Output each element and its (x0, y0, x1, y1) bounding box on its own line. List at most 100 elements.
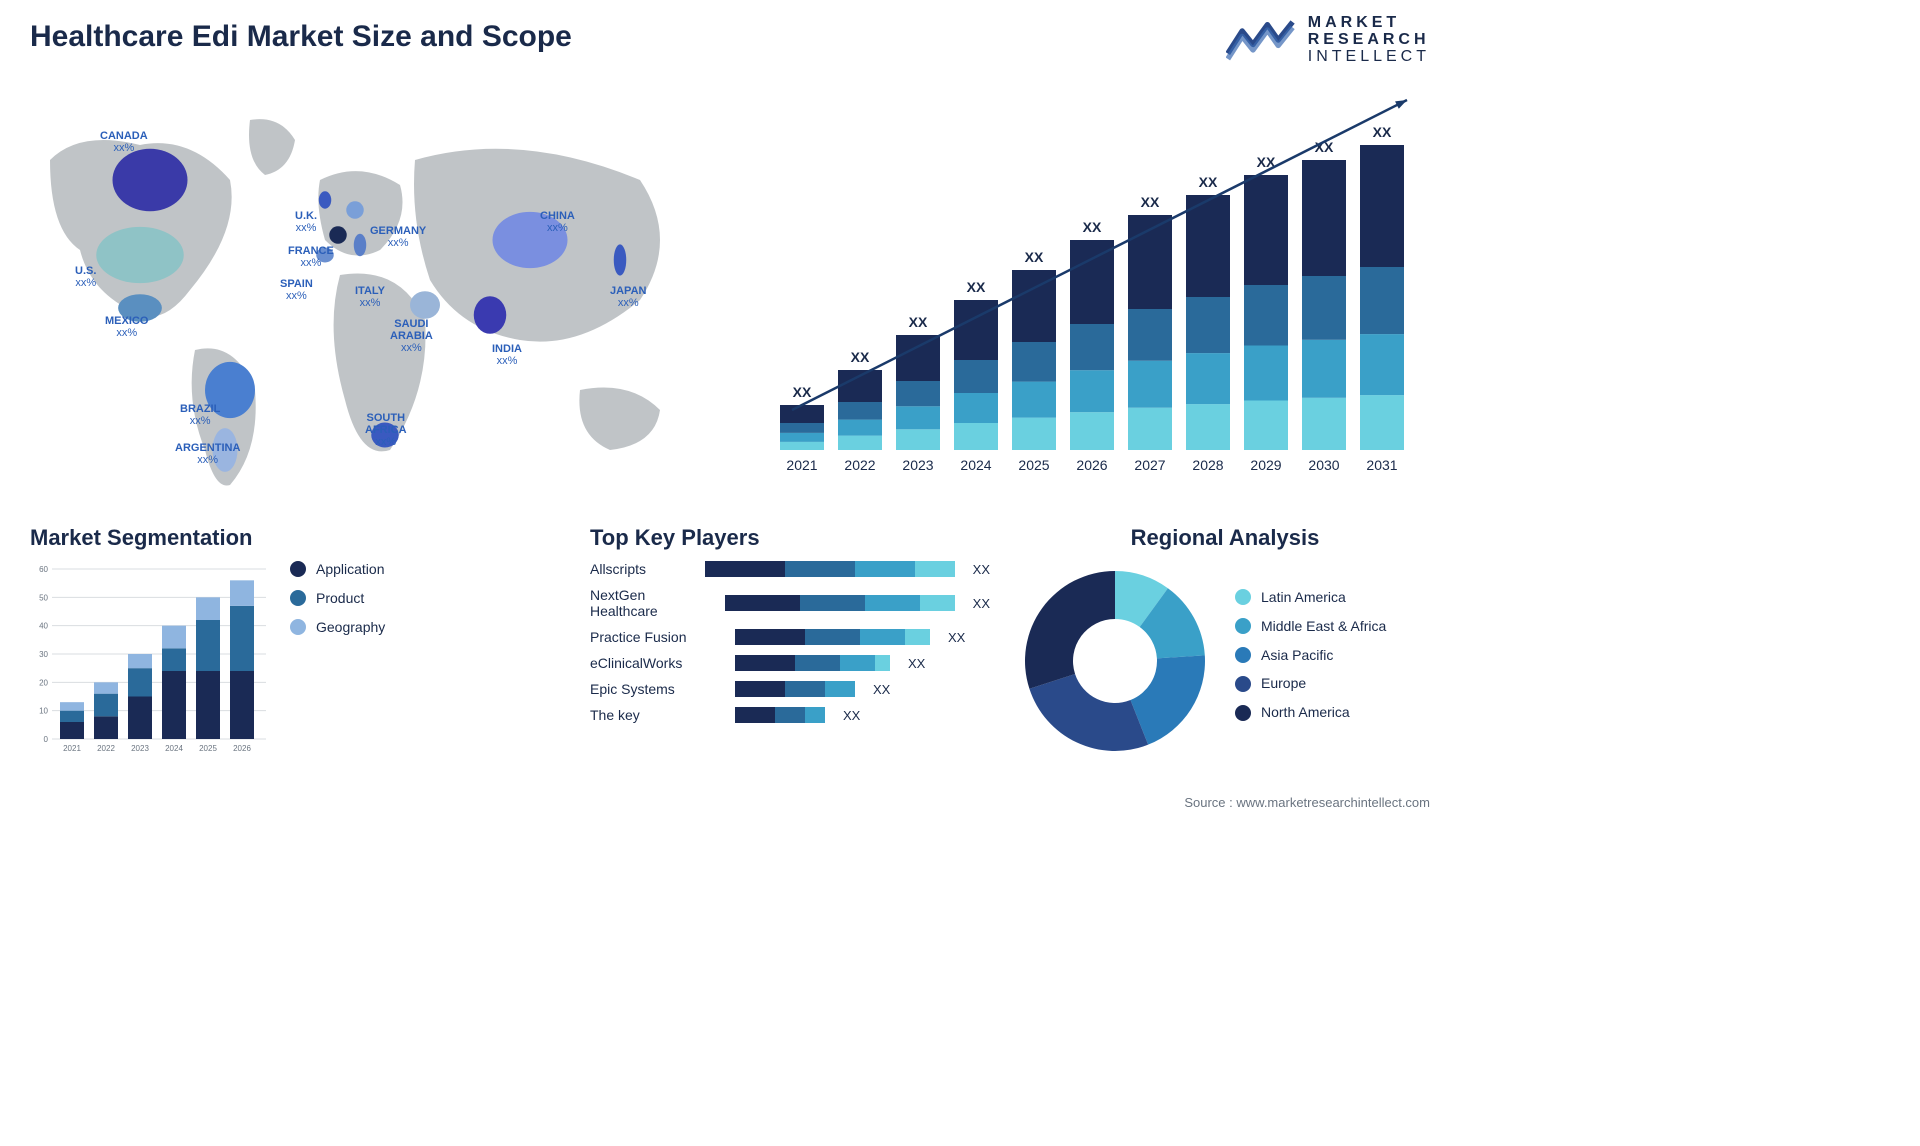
segmentation-chart-svg: 0 10 20 30 40 50 60 2021 2022 2023 2024 2025 2026 (30, 561, 270, 761)
key-player-value: XX (948, 630, 965, 645)
key-player-bar (735, 629, 930, 645)
svg-text:XX: XX (1083, 219, 1102, 235)
map-label: GERMANYxx% (370, 225, 426, 249)
svg-text:XX: XX (909, 314, 928, 330)
svg-text:2022: 2022 (844, 457, 875, 473)
map-label: BRAZILxx% (180, 403, 220, 427)
map-label: CANADAxx% (100, 130, 148, 154)
key-player-row: The key XX (590, 707, 990, 723)
legend-item: Application (290, 561, 385, 578)
legend-item: Latin America (1235, 589, 1386, 606)
key-player-label: Epic Systems (590, 681, 725, 697)
svg-text:2025: 2025 (1018, 457, 1049, 473)
key-player-bar (735, 655, 890, 671)
key-player-label: NextGen Healthcare (590, 587, 715, 619)
svg-text:20: 20 (39, 678, 48, 687)
svg-text:2024: 2024 (960, 457, 991, 473)
svg-text:2026: 2026 (1076, 457, 1107, 473)
svg-text:2025: 2025 (199, 744, 217, 753)
legend-item: Product (290, 590, 385, 607)
svg-text:2026: 2026 (233, 744, 251, 753)
legend-item: Asia Pacific (1235, 647, 1386, 664)
legend-item: Europe (1235, 675, 1386, 692)
logo-icon (1226, 15, 1298, 65)
page-title: Healthcare Edi Market Size and Scope (30, 20, 572, 54)
svg-text:2024: 2024 (165, 744, 183, 753)
key-players-list: Allscripts XX NextGen Healthcare XX Practice… (590, 561, 990, 723)
svg-text:XX: XX (1025, 249, 1044, 265)
svg-text:XX: XX (793, 384, 812, 400)
key-player-bar (735, 681, 855, 697)
key-player-row: eClinicalWorks XX (590, 655, 990, 671)
svg-text:2023: 2023 (131, 744, 149, 753)
map-label: SPAINxx% (280, 278, 313, 302)
logo-line-2: RESEARCH (1308, 32, 1430, 49)
svg-text:2022: 2022 (97, 744, 115, 753)
svg-text:2030: 2030 (1308, 457, 1339, 473)
map-label: MEXICOxx% (105, 315, 148, 339)
svg-text:2028: 2028 (1192, 457, 1223, 473)
regional-panel: Regional Analysis Latin America Middle Ea… (1015, 525, 1435, 775)
legend-item: North America (1235, 704, 1386, 721)
segmentation-title: Market Segmentation (30, 525, 450, 551)
svg-text:2031: 2031 (1366, 457, 1397, 473)
svg-text:2021: 2021 (786, 457, 817, 473)
logo-line-1: MARKET (1308, 15, 1430, 32)
brand-logo: MARKET RESEARCH INTELLECT (1226, 15, 1430, 65)
key-player-label: eClinicalWorks (590, 655, 725, 671)
map-label: FRANCExx% (288, 245, 334, 269)
key-player-label: The key (590, 707, 725, 723)
growth-chart-panel: XX 2021 XX 2022 XX 2023 XX 2024 XX 2025 XX 2026 XX 20… (760, 90, 1430, 485)
svg-text:2023: 2023 (902, 457, 933, 473)
map-label: INDIAxx% (492, 343, 522, 367)
svg-text:2021: 2021 (63, 744, 81, 753)
map-label: JAPANxx% (610, 285, 646, 309)
key-player-label: Allscripts (590, 561, 695, 577)
key-player-row: Allscripts XX (590, 561, 990, 577)
logo-line-3: INTELLECT (1308, 49, 1430, 66)
key-player-value: XX (873, 682, 890, 697)
key-player-row: Epic Systems XX (590, 681, 990, 697)
svg-text:XX: XX (967, 279, 986, 295)
key-player-value: XX (973, 596, 990, 611)
source-text: Source : www.marketresearchintellect.com (1184, 795, 1430, 810)
world-map-panel: CANADAxx% U.S.xx% MEXICOxx% BRAZILxx% ARGENT… (20, 90, 720, 490)
key-player-value: XX (908, 656, 925, 671)
key-players-panel: Top Key Players AllscriptsXXNextGen Heal… (590, 525, 990, 775)
map-label: U.S.xx% (75, 265, 96, 289)
key-player-value: XX (843, 708, 860, 723)
map-label: ITALYxx% (355, 285, 385, 309)
regional-title: Regional Analysis (1015, 525, 1435, 551)
svg-text:2029: 2029 (1250, 457, 1281, 473)
regional-legend: Latin America Middle East & Africa Asia Pa… (1235, 589, 1386, 733)
logo-text: MARKET RESEARCH INTELLECT (1308, 15, 1430, 65)
svg-text:60: 60 (39, 565, 48, 574)
map-label: SOUTHAFRICAxx% (365, 412, 407, 448)
key-player-label: Practice Fusion (590, 629, 725, 645)
key-player-bar (725, 595, 955, 611)
legend-item: Geography (290, 619, 385, 636)
svg-text:10: 10 (39, 707, 48, 716)
svg-text:XX: XX (1373, 124, 1392, 140)
svg-text:XX: XX (851, 349, 870, 365)
key-player-bar (705, 561, 955, 577)
segmentation-legend: Application Product Geography (290, 561, 385, 761)
legend-item: Middle East & Africa (1235, 618, 1386, 635)
map-label: ARGENTINAxx% (175, 442, 240, 466)
key-players-title: Top Key Players (590, 525, 990, 551)
svg-text:XX: XX (1141, 194, 1160, 210)
map-label: SAUDIARABIAxx% (390, 318, 433, 354)
svg-text:0: 0 (44, 735, 49, 744)
svg-text:2027: 2027 (1134, 457, 1165, 473)
svg-text:50: 50 (39, 593, 48, 602)
key-player-row: NextGen Healthcare XX (590, 587, 990, 619)
key-player-value: XX (973, 562, 990, 577)
svg-text:30: 30 (39, 650, 48, 659)
svg-text:XX: XX (1199, 174, 1218, 190)
regional-donut-svg (1015, 561, 1215, 761)
map-label: U.K.xx% (295, 210, 317, 234)
key-player-bar (735, 707, 825, 723)
segmentation-panel: Market Segmentation 0 10 20 30 40 50 60 2021 202… (30, 525, 450, 775)
svg-text:40: 40 (39, 622, 48, 631)
growth-chart-svg: XX 2021 XX 2022 XX 2023 XX 2024 XX 2025 XX 2026 XX 20… (760, 90, 1430, 485)
